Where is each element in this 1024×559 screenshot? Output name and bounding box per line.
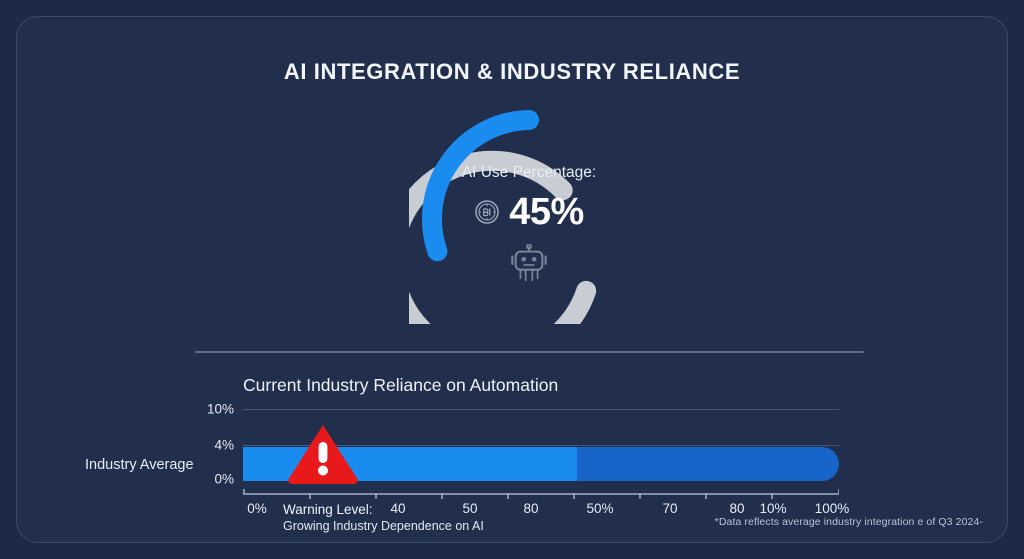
x-axis-label-8: 10% <box>759 501 787 516</box>
gauge-value-row: 45% <box>409 193 649 231</box>
x-axis-tickmark <box>639 493 641 499</box>
warning-level-label: Warning Level: <box>283 502 373 517</box>
x-axis-tickmark <box>573 493 575 499</box>
warning-triangle-icon <box>288 425 358 484</box>
warning-description: Growing Industry Dependence on AI <box>283 519 484 533</box>
gridline-4 <box>243 445 839 446</box>
y-axis-tick-2: 0% <box>214 471 234 487</box>
gauge-label: AI Use Percentage: <box>461 164 597 181</box>
gauge-svg <box>409 110 597 324</box>
gridline-10 <box>243 409 839 410</box>
series-label: Industry Average <box>85 457 194 473</box>
robot-icon <box>511 244 547 282</box>
gauge-value: 45% <box>509 191 584 233</box>
footnote: *Data reflects average industry integrat… <box>714 516 983 528</box>
chart-title: Current Industry Reliance on Automation <box>243 375 559 395</box>
gauge-value-arc <box>421 110 539 262</box>
dashboard-card: AI INTEGRATION & INDUSTRY RELIANCE AI Us… <box>16 16 1008 543</box>
x-axis-tickmark <box>507 493 509 499</box>
x-axis-tickmark <box>309 493 311 499</box>
x-axis-label-3: 50 <box>462 501 478 516</box>
x-axis-label-6: 70 <box>662 501 678 516</box>
x-axis-line <box>243 490 839 495</box>
x-axis-label-0: 0% <box>247 501 267 516</box>
x-axis-tickmark <box>705 493 707 499</box>
x-axis-label-2: 40 <box>390 501 406 516</box>
x-axis-label-7: 80 <box>729 501 745 516</box>
ai-brain-chip-icon <box>475 200 500 224</box>
x-axis-tickmark <box>771 493 773 499</box>
warning-text-block: Warning Level: Growing Industry Dependen… <box>283 502 484 534</box>
ai-usage-gauge: AI Use Percentage: 45% <box>409 99 649 324</box>
x-axis-label-4: 80 <box>523 501 539 516</box>
page-title: AI INTEGRATION & INDUSTRY RELIANCE <box>283 59 741 84</box>
x-axis-label-5: 50% <box>586 501 614 516</box>
gauge-track-arc <box>409 150 597 324</box>
x-axis-tickmark <box>441 493 443 499</box>
y-axis-tick-1: 4% <box>214 437 234 453</box>
x-axis-tickmark <box>375 493 377 499</box>
y-axis-tick-0: 10% <box>206 401 234 417</box>
bar-chart-plot: 10% 4% 0% 0% 40 50 80 50% 70 80 10% 100% <box>207 402 849 517</box>
section-divider <box>195 351 864 353</box>
x-axis-label-9: 100% <box>814 501 850 516</box>
